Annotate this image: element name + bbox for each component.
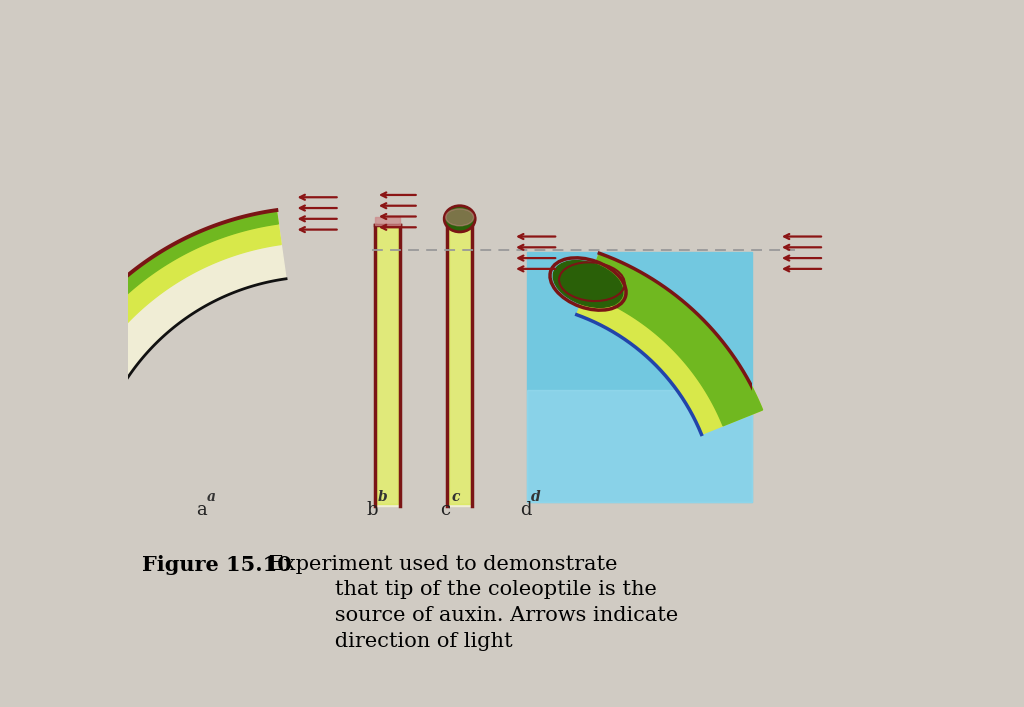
Ellipse shape [58, 349, 113, 413]
Bar [375, 225, 400, 506]
Polygon shape [54, 210, 286, 397]
Text: b: b [378, 490, 387, 503]
Text: d: d [520, 501, 531, 519]
Text: d: d [531, 490, 541, 503]
Polygon shape [54, 210, 282, 381]
Text: c: c [452, 490, 460, 503]
Text: Figure 15.10: Figure 15.10 [142, 554, 292, 575]
Text: Experiment used to demonstrate
           that tip of the coleoptile is the
    : Experiment used to demonstrate that tip … [262, 554, 678, 650]
Text: b: b [367, 501, 378, 519]
Bar [375, 217, 400, 225]
Ellipse shape [444, 206, 475, 232]
Text: c: c [440, 501, 451, 519]
Ellipse shape [553, 261, 623, 308]
Bar [527, 252, 752, 502]
Polygon shape [585, 253, 763, 426]
Ellipse shape [445, 209, 474, 226]
Text: a: a [197, 501, 207, 519]
Polygon shape [577, 253, 763, 434]
Bar [449, 226, 471, 505]
Polygon shape [54, 210, 279, 371]
Bar [377, 226, 398, 505]
Bar [527, 390, 752, 502]
Text: a: a [207, 490, 216, 503]
Bar [447, 225, 472, 506]
